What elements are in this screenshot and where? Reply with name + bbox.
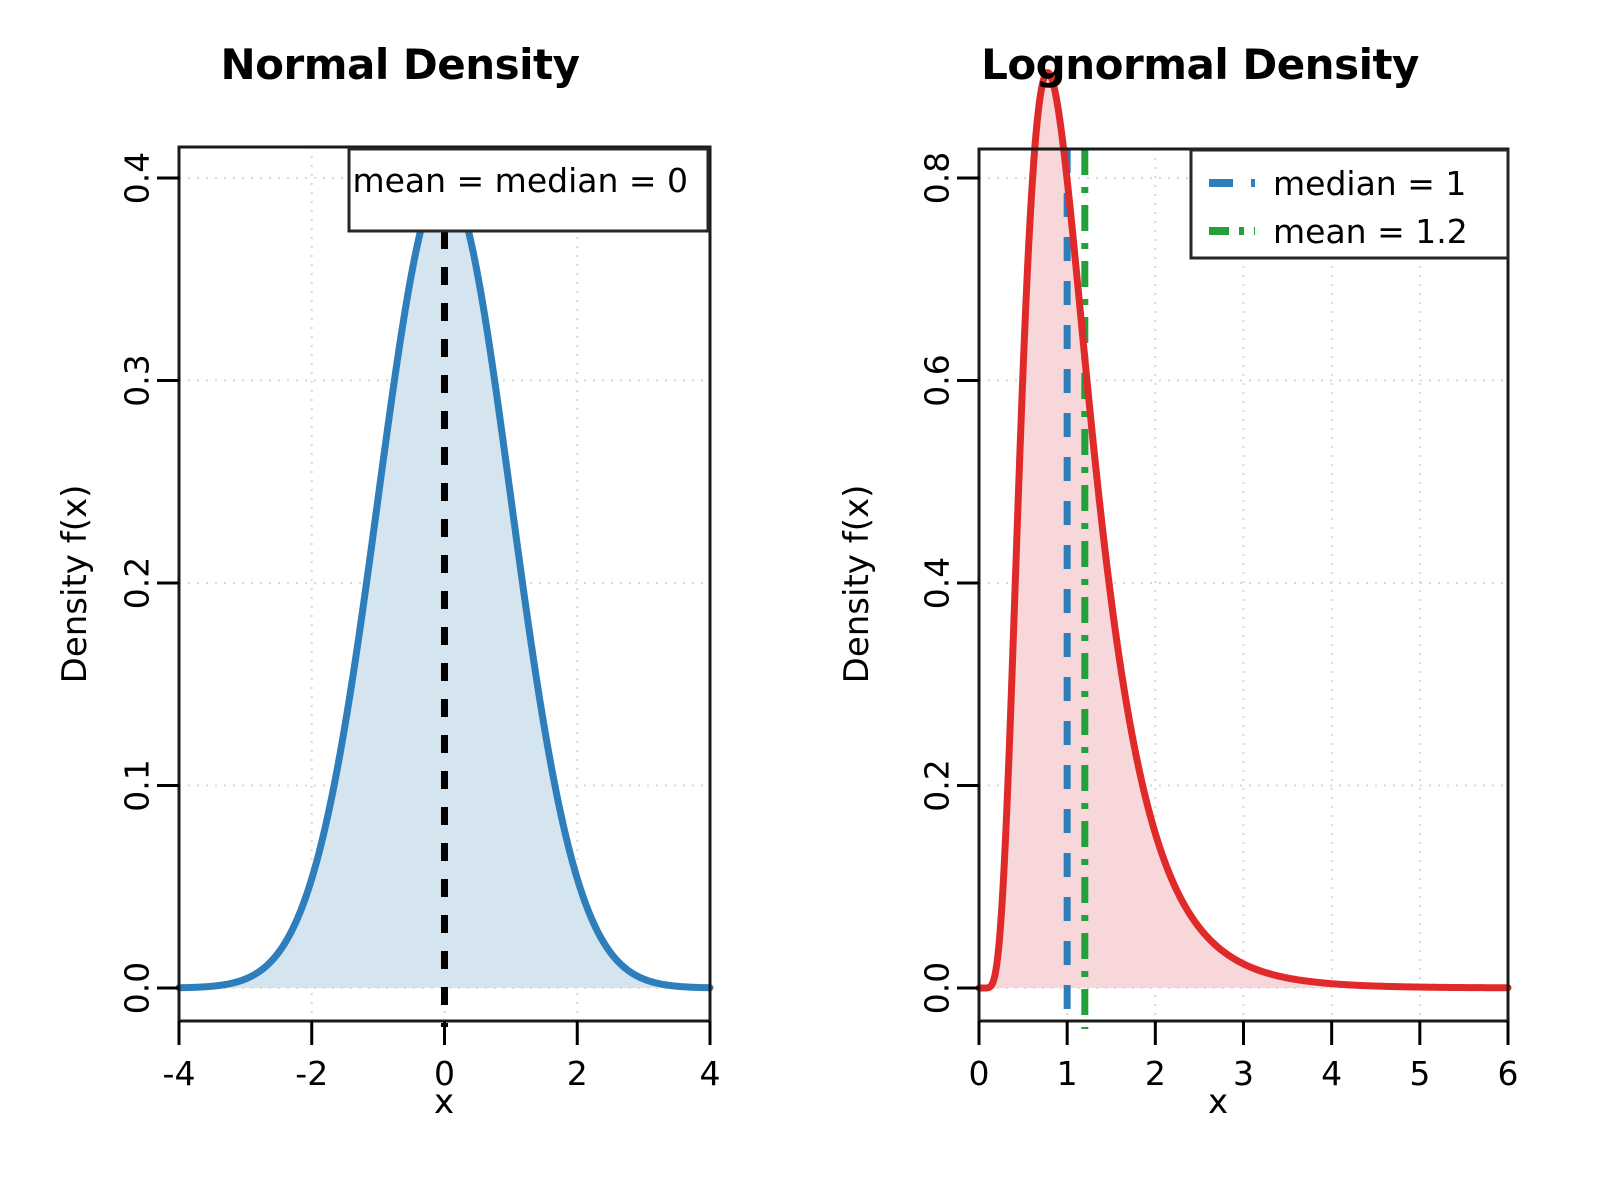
x-tick-label: 5 — [1409, 1054, 1430, 1093]
panel-normal-density: Normal Density 0.0 0.1 0.2 0.3 0.4 -4 -2 0 2 4 me… — [55, 40, 721, 1122]
panel-title-normal: Normal Density — [220, 40, 580, 89]
axis-tick-labels-right: 0.0 0.2 0.4 0.6 0.8 0 1 2 3 4 5 6 — [918, 152, 1519, 1093]
y-axis-title-left: Density f(x) — [55, 485, 95, 684]
panel-title-lognormal: Lognormal Density — [981, 40, 1419, 89]
y-tick-label: 0.8 — [918, 152, 957, 204]
x-tick-label: -2 — [295, 1054, 328, 1093]
y-tick-label: 0.6 — [918, 354, 957, 406]
x-tick-label: 1 — [1057, 1054, 1078, 1093]
x-tick-label: 4 — [1321, 1054, 1342, 1093]
axis-ticks-right — [957, 176, 1510, 1045]
density-fill — [979, 72, 1508, 988]
normal-curve-area — [179, 180, 710, 988]
x-tick-label: 3 — [1233, 1054, 1254, 1093]
lognormal-density-plot: 0.0 0.2 0.4 0.6 0.8 0 1 2 3 4 5 6 median = 1 mean =… — [837, 69, 1519, 1122]
x-tick-label: -4 — [163, 1054, 196, 1093]
annotation-box-rect — [347, 147, 710, 233]
x-axis-title-left: x — [434, 1082, 454, 1122]
lognormal-curve-area — [979, 72, 1508, 988]
panel-lognormal-density: Lognormal Density 0.0 0.2 0.4 0.6 0.8 0 1 2 3 4 5 6… — [800, 0, 1600, 1200]
axis-tick-labels-left: 0.0 0.1 0.2 0.3 0.4 -4 -2 0 2 4 — [118, 152, 721, 1093]
y-tick-label: 0.0 — [918, 962, 957, 1014]
x-tick-label: 0 — [434, 1054, 455, 1093]
y-axis-title-right: Density f(x) — [837, 485, 877, 684]
y-tick-label: 0.0 — [118, 962, 157, 1014]
axis-ticks-left — [157, 176, 712, 1045]
x-tick-label: 6 — [1498, 1054, 1519, 1093]
y-tick-label: 0.1 — [118, 759, 157, 811]
density-line — [975, 69, 1512, 992]
stat-vlines — [1063, 149, 1089, 1029]
y-tick-label: 0.2 — [918, 759, 957, 811]
y-tick-label: 0.2 — [118, 557, 157, 609]
normal-density-plot: 0.0 0.1 0.2 0.3 0.4 -4 -2 0 2 4 mean = median = 0… — [55, 145, 721, 1122]
y-tick-label: 0.4 — [918, 557, 957, 609]
density-fill — [179, 180, 710, 988]
legend-label-median: median = 1 — [1273, 164, 1466, 203]
annotation-box-normal: mean = median = 0 — [347, 147, 710, 233]
lognormal-curve-line — [975, 69, 1512, 992]
x-tick-label: 4 — [700, 1054, 721, 1093]
x-tick-label: 0 — [969, 1054, 990, 1093]
legend-swatches — [1209, 179, 1255, 235]
annotation-label: mean = median = 0 — [352, 161, 688, 200]
legend-box-rect — [1189, 148, 1510, 260]
legend-lognormal: median = 1 mean = 1.2 — [1189, 148, 1510, 260]
x-axis-title-right: x — [1208, 1082, 1228, 1122]
y-tick-label: 0.3 — [118, 354, 157, 406]
y-tick-label: 0.4 — [118, 152, 157, 204]
legend-label-mean: mean = 1.2 — [1273, 212, 1468, 251]
x-tick-label: 2 — [567, 1054, 588, 1093]
x-tick-label: 2 — [1145, 1054, 1166, 1093]
